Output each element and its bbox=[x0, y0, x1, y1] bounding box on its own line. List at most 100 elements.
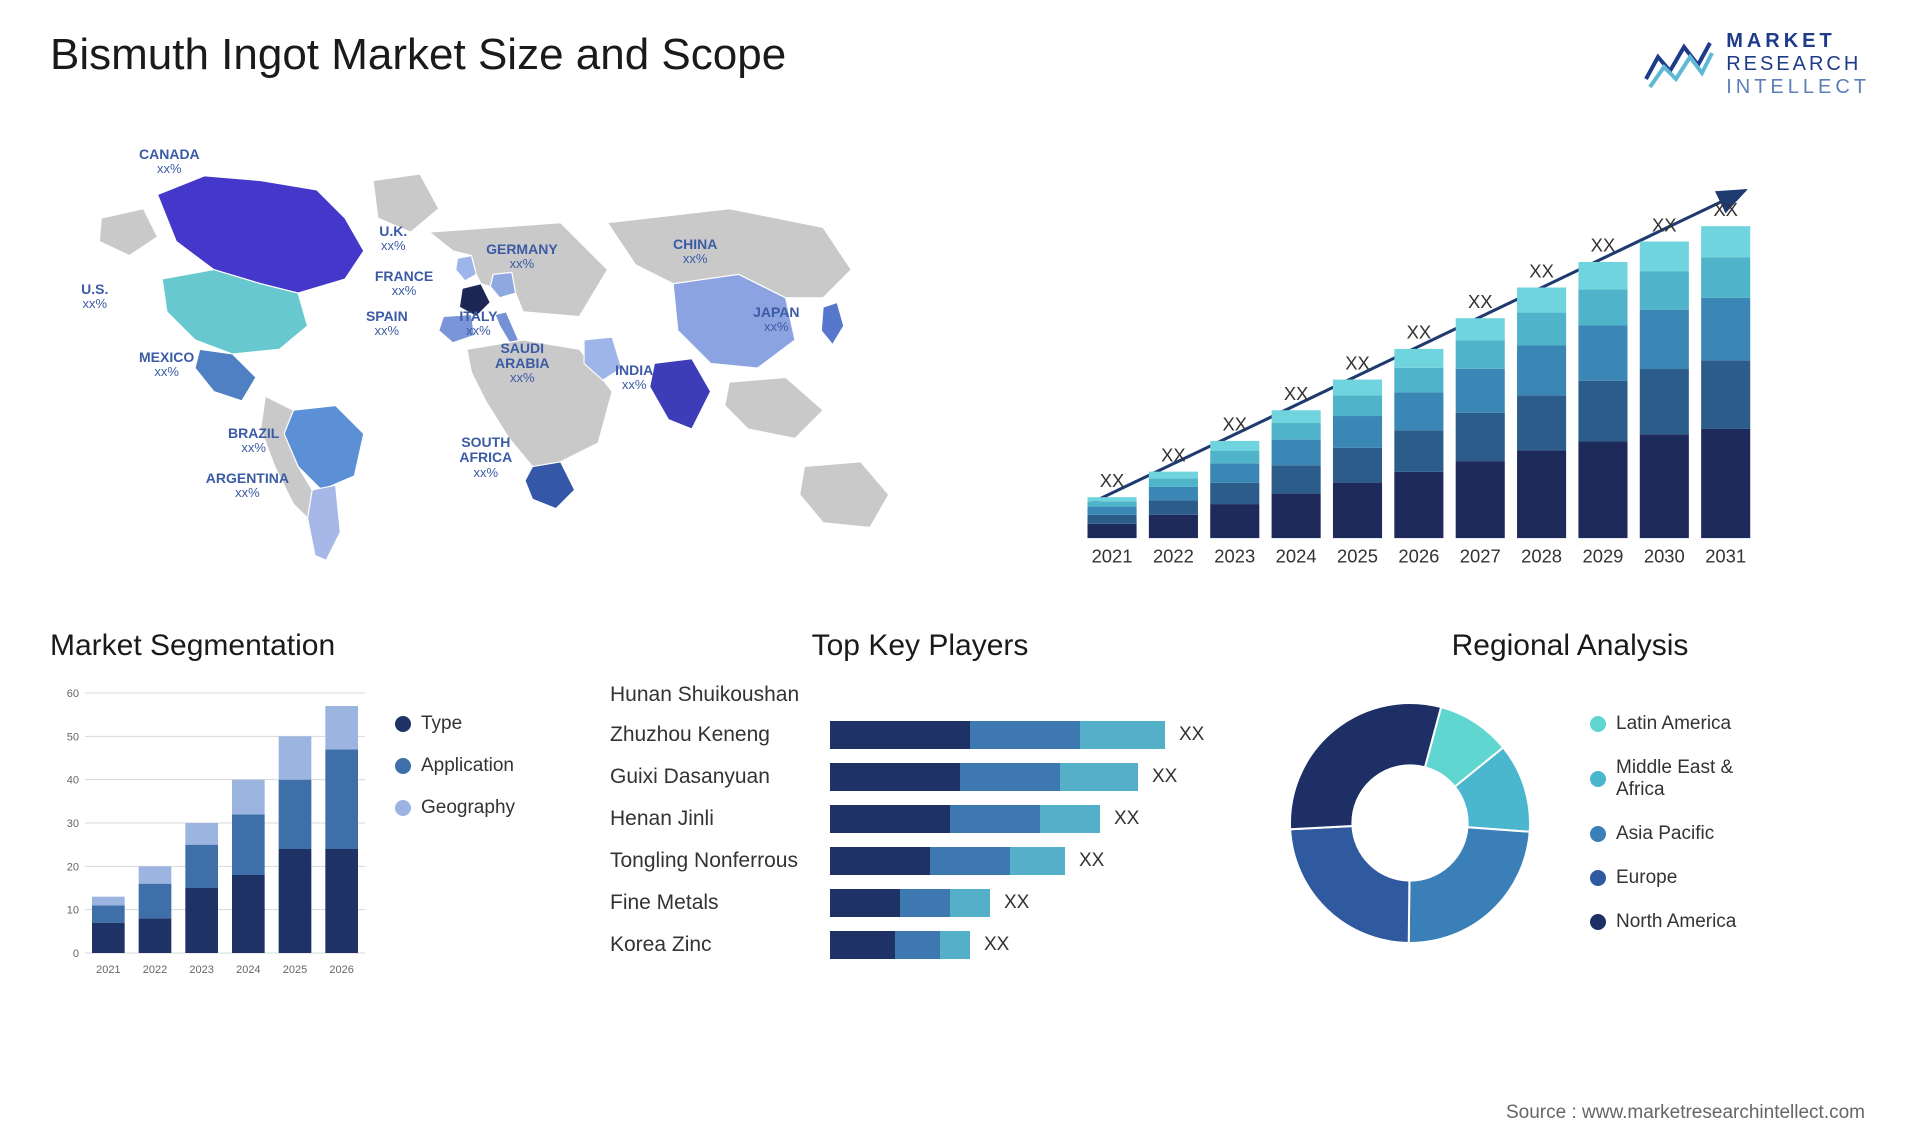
regional-legend: Latin AmericaMiddle East & AfricaAsia Pa… bbox=[1590, 713, 1736, 933]
segmentation-legend: TypeApplicationGeography bbox=[395, 683, 515, 983]
seg-bar bbox=[139, 866, 172, 883]
growth-bar-seg bbox=[1149, 515, 1198, 538]
growth-bar-seg bbox=[1578, 290, 1627, 326]
donut-slice bbox=[1290, 703, 1441, 829]
player-bar-seg bbox=[1060, 763, 1138, 791]
page-title: Bismuth Ingot Market Size and Scope bbox=[50, 30, 786, 80]
seg-legend-item: Geography bbox=[395, 797, 515, 819]
growth-bar-seg bbox=[1333, 448, 1382, 483]
player-bar-seg bbox=[830, 847, 930, 875]
growth-bar-seg bbox=[1578, 325, 1627, 380]
country-eu-de bbox=[490, 272, 515, 297]
bottom-row: Market Segmentation 01020304050602021202… bbox=[50, 629, 1870, 1009]
growth-bar-seg bbox=[1701, 298, 1750, 360]
regional-donut bbox=[1270, 683, 1550, 963]
growth-bar-seg bbox=[1517, 450, 1566, 538]
player-name: Hunan Shuikoushan bbox=[610, 683, 820, 707]
growth-bar-year: 2028 bbox=[1521, 546, 1562, 567]
svg-text:60: 60 bbox=[67, 688, 79, 700]
logo-line1: MARKET bbox=[1726, 30, 1870, 53]
map-label-argentina: ARGENTINAxx% bbox=[206, 471, 289, 501]
logo-line3: INTELLECT bbox=[1726, 76, 1870, 99]
player-row: Henan JinliXX bbox=[610, 805, 1240, 833]
growth-bar-seg bbox=[1456, 369, 1505, 413]
logo-line2: RESEARCH bbox=[1726, 53, 1870, 76]
player-row: Korea ZincXX bbox=[610, 931, 1240, 959]
growth-bar-seg bbox=[1210, 504, 1259, 538]
seg-bar bbox=[279, 780, 312, 849]
map-label-spain: SPAINxx% bbox=[366, 309, 408, 339]
player-bar-seg bbox=[830, 931, 895, 959]
player-bar-seg bbox=[1040, 805, 1100, 833]
country-as-sea bbox=[725, 377, 823, 438]
player-name: Tongling Nonferrous bbox=[610, 849, 820, 873]
player-bar-seg bbox=[950, 889, 990, 917]
map-label-brazil: BRAZILxx% bbox=[228, 426, 279, 456]
growth-bar-value: XX bbox=[1468, 291, 1493, 312]
seg-bar bbox=[325, 706, 358, 749]
player-value: XX bbox=[984, 934, 1009, 956]
players-panel: Top Key Players Hunan ShuikoushanZhuzhou… bbox=[600, 629, 1240, 1009]
country-au bbox=[800, 462, 889, 528]
svg-text:50: 50 bbox=[67, 731, 79, 743]
growth-bar-value: XX bbox=[1591, 235, 1616, 256]
map-label-china: CHINAxx% bbox=[673, 237, 717, 267]
country-as-japan bbox=[821, 302, 844, 344]
growth-bar-seg bbox=[1456, 340, 1505, 369]
growth-bar-seg bbox=[1149, 478, 1198, 487]
growth-bar-value: XX bbox=[1652, 214, 1677, 235]
growth-bar-year: 2030 bbox=[1644, 546, 1685, 567]
country-sa-arg bbox=[308, 485, 341, 560]
growth-bar-seg bbox=[1333, 416, 1382, 448]
svg-text:30: 30 bbox=[67, 818, 79, 830]
seg-bar bbox=[92, 897, 125, 906]
growth-bar-value: XX bbox=[1345, 352, 1370, 373]
growth-bar-seg bbox=[1088, 515, 1137, 524]
player-value: XX bbox=[1114, 808, 1139, 830]
player-name: Fine Metals bbox=[610, 891, 820, 915]
growth-bar-seg bbox=[1701, 429, 1750, 538]
player-bar-seg bbox=[1080, 721, 1165, 749]
regional-panel: Regional Analysis Latin AmericaMiddle Ea… bbox=[1270, 629, 1870, 1009]
map-label-japan: JAPANxx% bbox=[753, 305, 799, 335]
seg-bar bbox=[325, 749, 358, 849]
growth-bar-seg bbox=[1149, 500, 1198, 515]
logo-icon bbox=[1644, 37, 1714, 92]
seg-bar bbox=[139, 918, 172, 953]
growth-bar-seg bbox=[1210, 441, 1259, 451]
growth-bar-year: 2022 bbox=[1153, 546, 1194, 567]
growth-bar-seg bbox=[1517, 345, 1566, 395]
growth-bar-seg bbox=[1272, 410, 1321, 423]
growth-bar-seg bbox=[1272, 423, 1321, 440]
player-value: XX bbox=[1152, 766, 1177, 788]
growth-bar-seg bbox=[1456, 318, 1505, 340]
growth-bar-seg bbox=[1701, 226, 1750, 257]
source-credit: Source : www.marketresearchintellect.com bbox=[1506, 1102, 1865, 1124]
seg-bar bbox=[92, 905, 125, 922]
growth-bar-seg bbox=[1517, 288, 1566, 313]
player-bar-seg bbox=[940, 931, 970, 959]
seg-bar bbox=[279, 849, 312, 953]
map-label-saudi-arabia: SAUDIARABIAxx% bbox=[495, 341, 549, 386]
player-value: XX bbox=[1179, 724, 1204, 746]
seg-bar bbox=[185, 888, 218, 953]
player-row: Zhuzhou KenengXX bbox=[610, 721, 1240, 749]
growth-bar-value: XX bbox=[1407, 322, 1432, 343]
growth-bar-seg bbox=[1394, 368, 1443, 393]
seg-bar bbox=[185, 845, 218, 888]
map-label-u-k-: U.K.xx% bbox=[379, 224, 407, 254]
top-row: CANADAxx%U.S.xx%MEXICOxx%BRAZILxx%ARGENT… bbox=[50, 129, 1870, 579]
seg-bar bbox=[139, 884, 172, 919]
growth-bar-year: 2029 bbox=[1582, 546, 1623, 567]
growth-bar-year: 2024 bbox=[1276, 546, 1317, 567]
donut-slice bbox=[1409, 827, 1530, 943]
growth-bar-seg bbox=[1394, 392, 1443, 430]
growth-bar-seg bbox=[1640, 310, 1689, 369]
player-row: Guixi DasanyuanXX bbox=[610, 763, 1240, 791]
growth-bar-seg bbox=[1210, 463, 1259, 482]
growth-bar-year: 2027 bbox=[1460, 546, 1501, 567]
svg-text:2025: 2025 bbox=[283, 964, 307, 976]
svg-text:2024: 2024 bbox=[236, 964, 260, 976]
growth-bar-seg bbox=[1456, 461, 1505, 538]
player-bar bbox=[830, 889, 990, 917]
